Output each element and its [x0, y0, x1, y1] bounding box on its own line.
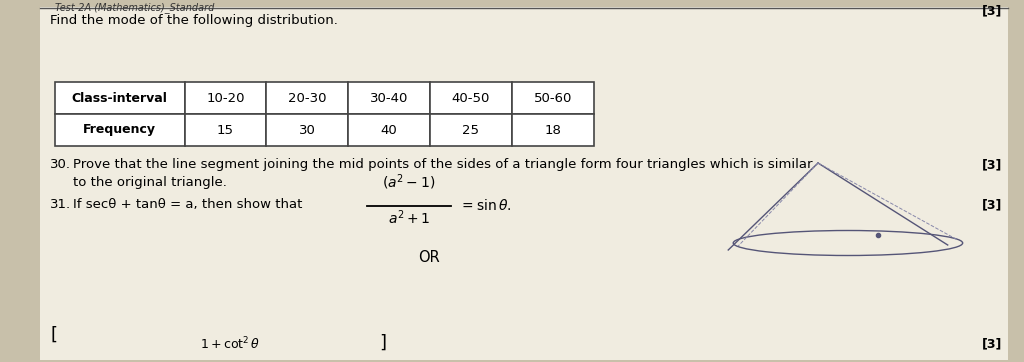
Text: 30.: 30. [50, 158, 71, 171]
Text: $[$: $[$ [50, 324, 57, 344]
Text: $]$: $]$ [379, 332, 387, 352]
Text: $(a^2-1)$: $(a^2-1)$ [382, 172, 435, 192]
Bar [512, 82, 594, 114]
Bar [184, 114, 266, 146]
Text: 40-50: 40-50 [452, 92, 490, 105]
Text: [3]: [3] [982, 337, 1002, 350]
Text: 40: 40 [381, 123, 397, 136]
Bar [266, 82, 348, 114]
Text: Class-interval: Class-interval [72, 92, 168, 105]
Text: [3]: [3] [982, 158, 1002, 171]
Bar [430, 82, 512, 114]
Text: Prove that the line segment joining the mid points of the sides of a triangle fo: Prove that the line segment joining the … [73, 158, 812, 171]
Text: 10-20: 10-20 [206, 92, 245, 105]
Text: [3]: [3] [982, 4, 1002, 17]
Text: If secθ + tanθ = a, then show that: If secθ + tanθ = a, then show that [73, 198, 302, 211]
Bar [348, 82, 430, 114]
Bar [266, 114, 348, 146]
Text: $a^2+1$: $a^2+1$ [388, 208, 430, 227]
Bar [430, 114, 512, 146]
Text: to the original triangle.: to the original triangle. [73, 176, 226, 189]
Bar [55, 82, 184, 114]
Bar [348, 114, 430, 146]
Text: Find the mode of the following distribution.: Find the mode of the following distribut… [50, 14, 338, 27]
Text: 15: 15 [217, 123, 233, 136]
Text: [3]: [3] [982, 198, 1002, 211]
Text: OR: OR [418, 250, 440, 265]
Text: 25: 25 [463, 123, 479, 136]
Text: 30: 30 [299, 123, 315, 136]
Bar [512, 114, 594, 146]
Text: Test-2A (Mathematics)_Standard: Test-2A (Mathematics)_Standard [55, 2, 214, 13]
Text: 31.: 31. [50, 198, 71, 211]
Text: $= \sin\theta.$: $= \sin\theta.$ [459, 198, 511, 214]
Text: 30-40: 30-40 [370, 92, 409, 105]
Text: $1+\cot^2\theta$: $1+\cot^2\theta$ [200, 336, 260, 352]
Text: 50-60: 50-60 [534, 92, 571, 105]
Bar [184, 82, 266, 114]
Text: 18: 18 [544, 123, 561, 136]
Bar [55, 114, 184, 146]
Text: Frequency: Frequency [83, 123, 157, 136]
Text: 20-30: 20-30 [288, 92, 327, 105]
